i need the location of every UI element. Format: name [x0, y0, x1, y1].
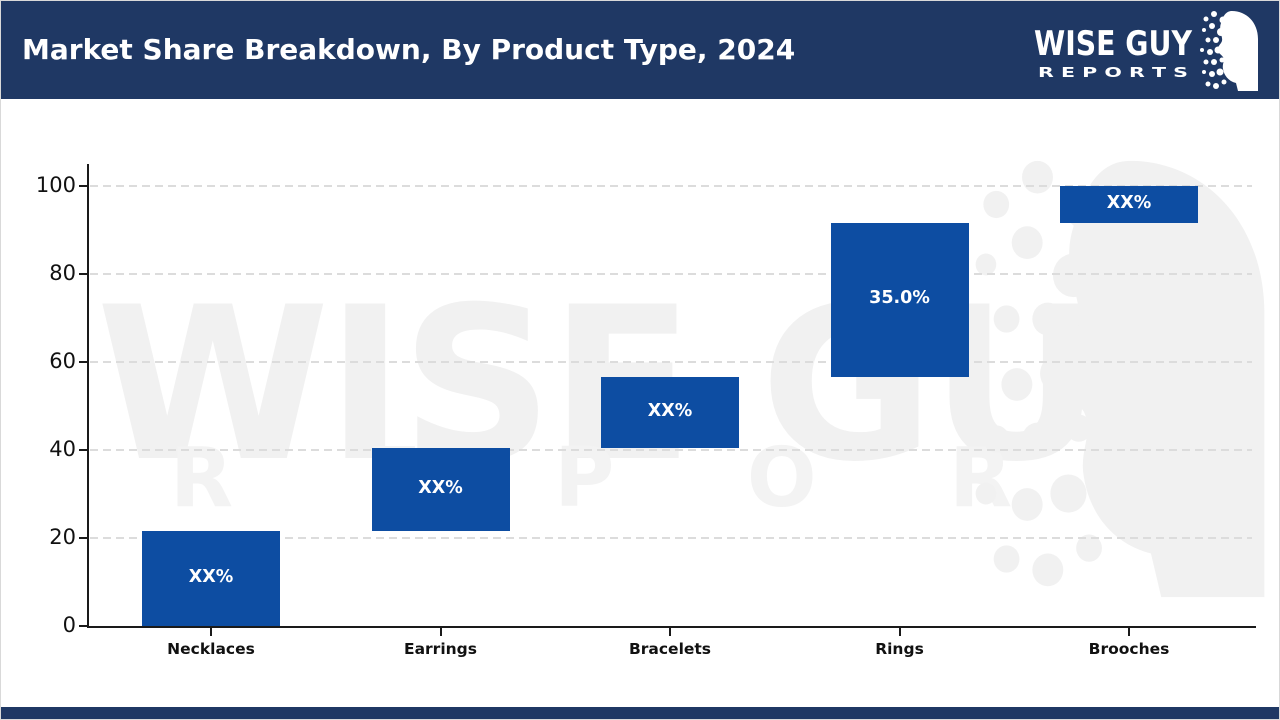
- bar-value-label: XX%: [418, 477, 463, 498]
- y-tick-label: 0: [62, 613, 76, 637]
- x-tick: [898, 628, 901, 636]
- y-tick-label: 80: [49, 261, 76, 285]
- y-tick: [79, 273, 87, 275]
- y-tick-label: 40: [49, 437, 76, 461]
- y-tick-label: 20: [49, 525, 76, 549]
- x-tick: [669, 628, 671, 636]
- gridline: [90, 537, 1252, 539]
- chart-area: WISE GUY R E P O R T S 020406080100XX%Ne…: [0, 99, 1280, 707]
- bar-bracelets: [601, 377, 739, 448]
- logo-face-icon: [1200, 11, 1258, 91]
- bar-rings: [830, 223, 969, 378]
- x-category-label: Brooches: [1088, 640, 1170, 658]
- x-category-label: Rings: [875, 640, 924, 658]
- x-category-label: Earrings: [403, 640, 477, 658]
- gridline: [90, 449, 1252, 451]
- y-axis-line: [87, 164, 89, 628]
- x-category-label: Bracelets: [628, 640, 712, 658]
- y-tick: [79, 361, 87, 363]
- y-tick: [79, 537, 87, 539]
- gridline: [90, 273, 1252, 275]
- y-tick: [79, 449, 87, 451]
- logo-subtext: R E P O R T S: [1038, 66, 1188, 81]
- x-tick: [1128, 628, 1130, 636]
- x-tick: [439, 628, 442, 636]
- bar-value-label: XX%: [1106, 192, 1152, 213]
- y-tick-label: 60: [49, 349, 76, 373]
- page-title: Market Share Breakdown, By Product Type,…: [22, 33, 796, 66]
- y-tick-label: 100: [35, 173, 76, 197]
- y-tick: [79, 625, 87, 627]
- x-axis-line: [87, 626, 1256, 628]
- footer-bar: [0, 707, 1280, 720]
- bar-value-label: XX%: [647, 400, 693, 421]
- wise-guy-reports-logo: WISE GUY R E P O R T S: [1034, 11, 1258, 91]
- bar-value-label: XX%: [188, 566, 234, 587]
- y-tick: [79, 185, 87, 187]
- x-category-label: Necklaces: [167, 640, 255, 658]
- bar-brooches: [1060, 186, 1198, 224]
- gridline: [90, 361, 1252, 363]
- header-bar: Market Share Breakdown, By Product Type,…: [0, 0, 1280, 99]
- gridline: [90, 185, 1252, 187]
- bar-value-label: 35.0%: [869, 288, 930, 309]
- logo-wordmark: WISE GUY: [1034, 24, 1192, 64]
- bar-earrings: [371, 447, 510, 532]
- bar-necklaces: [142, 531, 280, 626]
- x-tick: [210, 628, 212, 636]
